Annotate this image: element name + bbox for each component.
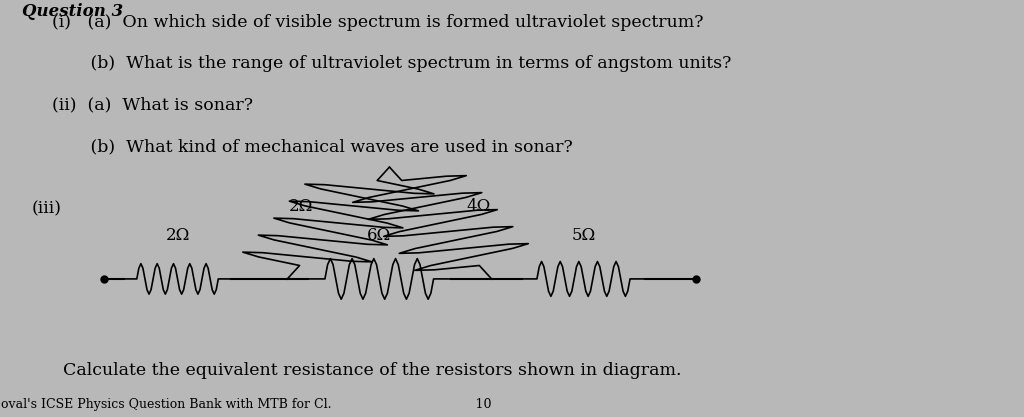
Text: (iii): (iii) [32,200,62,217]
Text: 2Ω: 2Ω [165,227,189,244]
Text: (ii)  (a)  What is sonar?: (ii) (a) What is sonar? [52,97,254,114]
Text: Question 3: Question 3 [22,3,123,20]
Text: 6Ω: 6Ω [368,227,391,244]
Text: (i)   (a)  On which side of visible spectrum is formed ultraviolet spectrum?: (i) (a) On which side of visible spectru… [52,14,703,31]
Text: 4Ω: 4Ω [466,198,490,215]
Text: 5Ω: 5Ω [571,227,596,244]
Text: oval's ICSE Physics Question Bank with MTB for Cl.                              : oval's ICSE Physics Question Bank with M… [1,399,492,412]
Text: Calculate the equivalent resistance of the resistors shown in diagram.: Calculate the equivalent resistance of t… [62,362,681,379]
Text: (b)  What is the range of ultraviolet spectrum in terms of angstom units?: (b) What is the range of ultraviolet spe… [52,55,732,72]
Text: 2Ω: 2Ω [289,198,313,215]
Text: (b)  What kind of mechanical waves are used in sonar?: (b) What kind of mechanical waves are us… [52,138,573,155]
